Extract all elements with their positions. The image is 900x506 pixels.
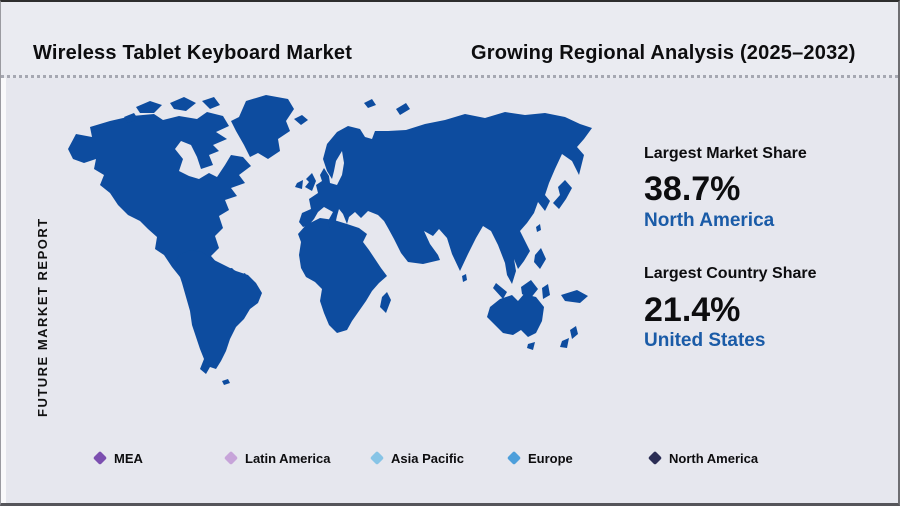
largest-market-share-label: Largest Market Share: [644, 145, 807, 162]
legend-dot-icon: [506, 450, 522, 466]
greenland: [231, 95, 294, 159]
arctic-north-islands: [364, 99, 410, 115]
legend-label: MEA: [114, 450, 143, 466]
legend-item-latin-america: Latin America: [223, 449, 331, 467]
legend-dot-icon: [369, 450, 385, 466]
largest-country-share-value: 21.4%: [644, 291, 741, 329]
arctic-islands: [124, 97, 220, 123]
legend-dot-icon: [223, 450, 239, 466]
largest-market-share-region: North America: [644, 210, 775, 231]
header: Wireless Tablet Keyboard Market Growing …: [1, 2, 898, 78]
legend-item-north-america: North America: [647, 449, 759, 467]
legend-label: Latin America: [245, 450, 331, 466]
southeast-asia-islands: [462, 224, 588, 310]
iceland: [294, 115, 308, 125]
page-subtitle: Growing Regional Analysis (2025–2032): [471, 42, 856, 64]
legend-dot-icon: [92, 450, 108, 466]
continent-north-america: [68, 112, 251, 296]
world-map: [68, 95, 592, 385]
british-isles: [295, 173, 316, 191]
legend-item-asia-pacific: Asia Pacific: [369, 449, 464, 467]
legend-label: Asia Pacific: [391, 450, 464, 466]
continent-south-america: [176, 250, 262, 385]
continent-eurasia: [299, 112, 592, 284]
legend-label: North America: [669, 450, 759, 466]
largest-market-share-value: 38.7%: [644, 170, 741, 208]
legend-item-europe: Europe: [506, 449, 573, 467]
new-zealand: [560, 326, 578, 348]
largest-country-share-region: United States: [644, 330, 766, 351]
brand-watermark: FUTURE MARKET REPORT: [35, 217, 50, 417]
legend-item-mea: MEA: [92, 449, 143, 467]
legend-dot-icon: [647, 450, 663, 466]
continents: [68, 95, 592, 385]
legend-label: Europe: [528, 450, 573, 466]
largest-country-share-label: Largest Country Share: [644, 265, 817, 282]
continent-africa: [298, 218, 391, 333]
page-title: Wireless Tablet Keyboard Market: [33, 42, 353, 64]
japan: [553, 180, 572, 209]
continent-australia: [487, 294, 544, 350]
